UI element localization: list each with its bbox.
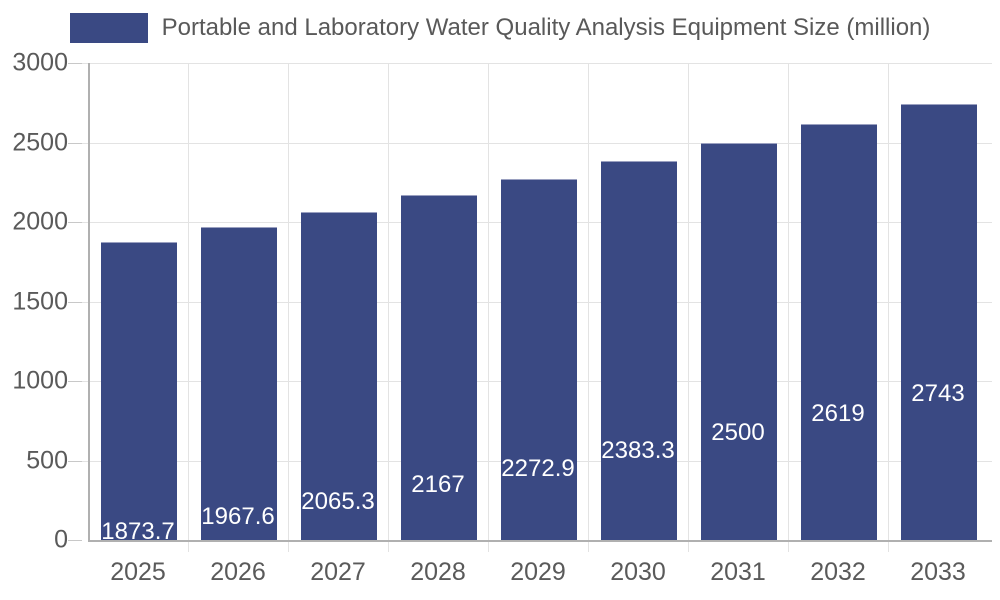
gridline-horizontal [70, 63, 992, 64]
x-axis-tick-label: 2031 [710, 558, 766, 586]
bar-2030[interactable] [601, 161, 677, 541]
legend-swatch-series-1[interactable] [69, 13, 148, 43]
y-axis-tick-label: 2500 [12, 128, 68, 156]
plot-area [88, 63, 992, 541]
x-axis-tick-label: 2030 [610, 558, 666, 586]
bar-2025[interactable] [101, 242, 177, 541]
x-axis-tick-label: 2033 [910, 558, 966, 586]
bar-2029[interactable] [501, 178, 577, 541]
y-axis-tick-label: 1500 [12, 287, 68, 315]
y-axis-tick [68, 540, 82, 541]
y-axis-tick [68, 63, 82, 64]
y-axis-tick-label: 0 [54, 525, 68, 554]
bar-2027[interactable] [301, 211, 377, 541]
y-axis-tick-label: 2000 [12, 207, 68, 236]
x-axis-line [88, 540, 992, 542]
bar-2031[interactable] [701, 142, 777, 541]
gridline-vertical [388, 63, 389, 552]
y-axis-tick [68, 460, 82, 462]
gridline-vertical [788, 63, 789, 552]
bar-2026[interactable] [201, 227, 277, 541]
y-axis-tick-label: 500 [26, 446, 68, 474]
x-axis-tick-label: 2028 [410, 558, 466, 586]
gridline-vertical [488, 63, 489, 552]
y-axis-tick [68, 301, 82, 303]
y-axis-tick [68, 381, 82, 382]
bar-2033[interactable] [901, 103, 977, 541]
x-axis-tick-label: 2025 [110, 558, 166, 586]
x-axis-tick-label: 2029 [510, 558, 566, 586]
legend-label-series-1: Portable and Laboratory Water Quality An… [161, 14, 931, 41]
x-axis-tick-label: 2027 [310, 558, 366, 586]
x-axis-tick-label: 2026 [210, 558, 266, 586]
y-axis-tick-label: 3000 [12, 48, 68, 77]
y-axis-tick-label: 1000 [12, 366, 68, 395]
gridline-vertical [688, 63, 689, 552]
y-axis-tick [68, 142, 82, 144]
bar-2028[interactable] [401, 195, 477, 541]
chart-legend: Portable and Laboratory Water Quality An… [0, 6, 1000, 50]
y-axis-tick [68, 222, 82, 223]
gridline-vertical [288, 63, 289, 552]
gridline-horizontal [70, 142, 992, 144]
gridline-vertical [188, 63, 189, 552]
gridline-vertical [888, 63, 889, 552]
bar-2032[interactable] [801, 123, 877, 541]
x-axis-tick-label: 2032 [810, 558, 866, 586]
gridline-vertical [588, 63, 589, 552]
